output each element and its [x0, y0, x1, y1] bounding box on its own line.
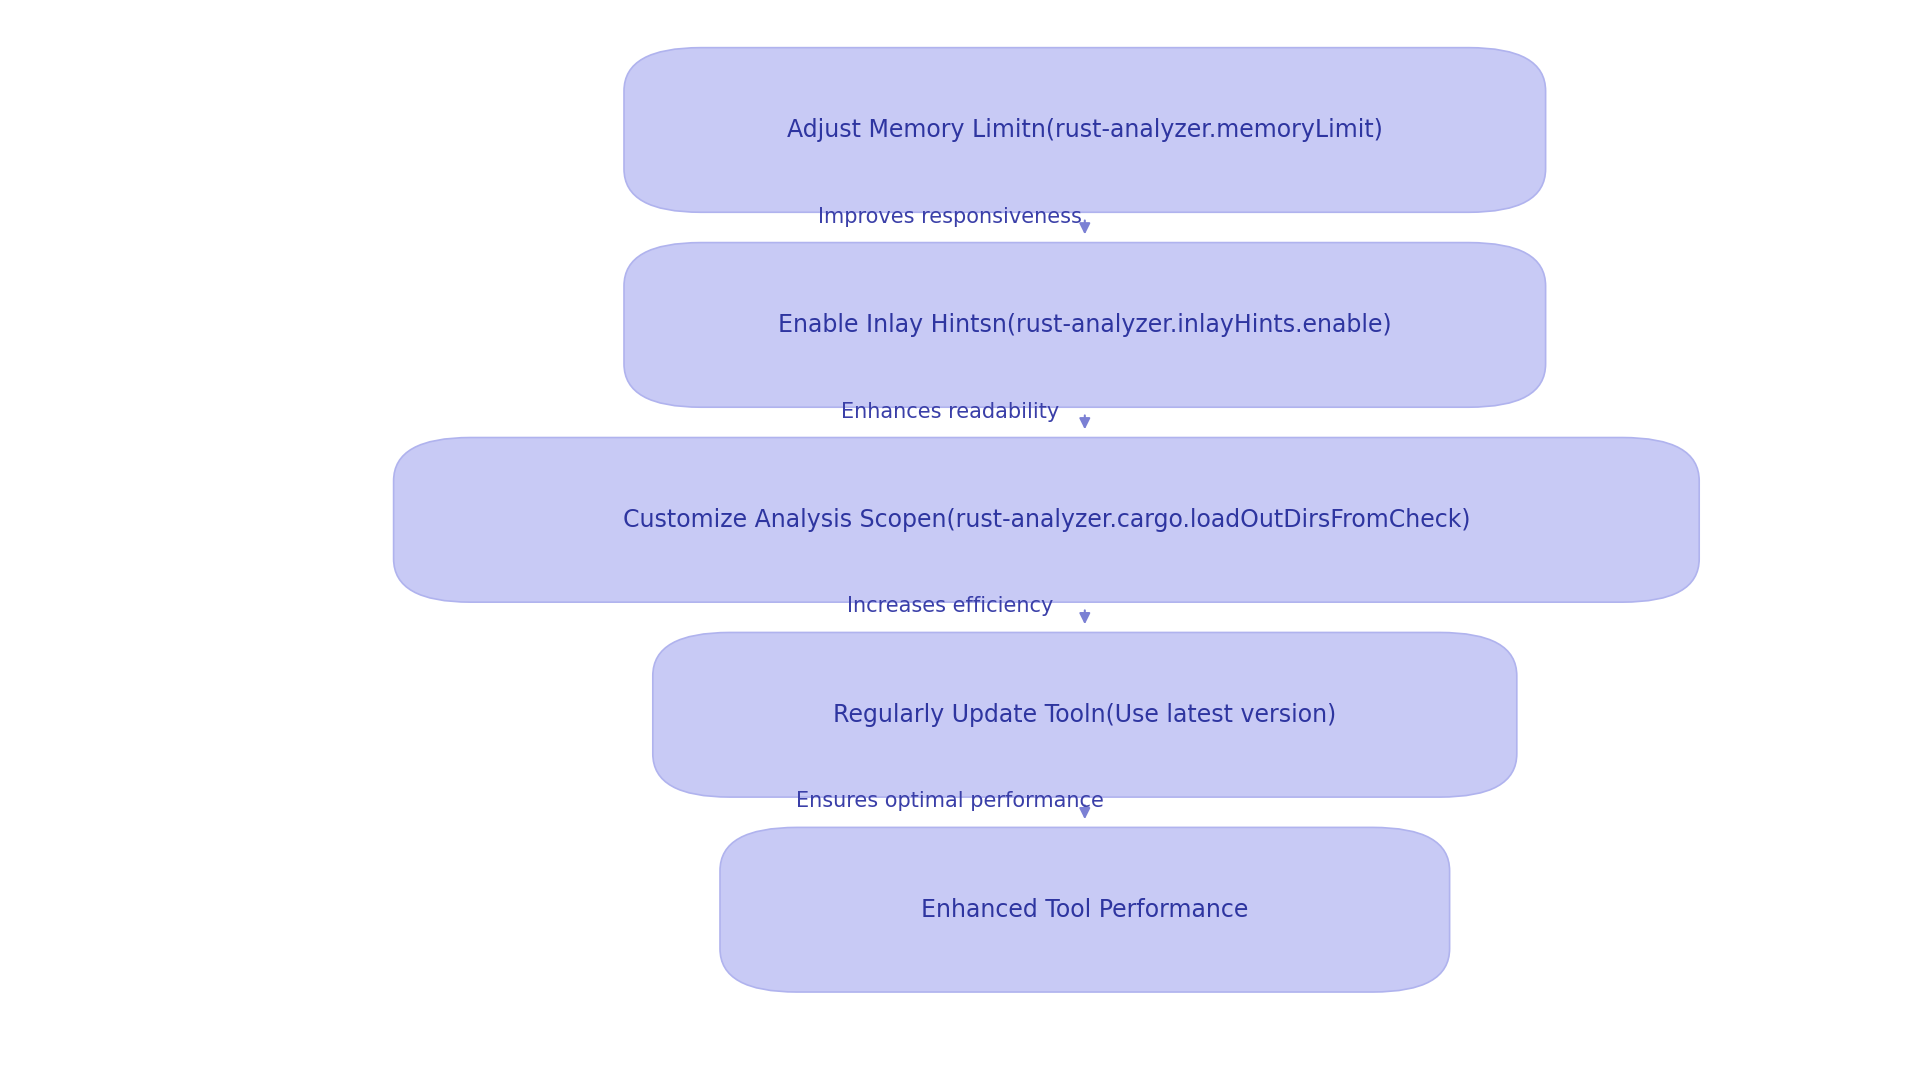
- Text: Increases efficiency: Increases efficiency: [847, 597, 1054, 616]
- FancyBboxPatch shape: [653, 632, 1517, 797]
- FancyBboxPatch shape: [624, 48, 1546, 212]
- Text: Ensures optimal performance: Ensures optimal performance: [797, 792, 1104, 811]
- Text: Improves responsiveness: Improves responsiveness: [818, 207, 1083, 226]
- Text: Customize Analysis Scopen(rust-analyzer.cargo.loadOutDirsFromCheck): Customize Analysis Scopen(rust-analyzer.…: [622, 508, 1471, 532]
- Text: Enable Inlay Hintsn(rust-analyzer.inlayHints.enable): Enable Inlay Hintsn(rust-analyzer.inlayH…: [778, 313, 1392, 337]
- Text: Enhances readability: Enhances readability: [841, 402, 1060, 421]
- Text: Regularly Update Tooln(Use latest version): Regularly Update Tooln(Use latest versio…: [833, 703, 1336, 727]
- FancyBboxPatch shape: [394, 438, 1699, 602]
- FancyBboxPatch shape: [720, 827, 1450, 992]
- FancyBboxPatch shape: [624, 243, 1546, 407]
- Text: Enhanced Tool Performance: Enhanced Tool Performance: [922, 898, 1248, 922]
- Text: Adjust Memory Limitn(rust-analyzer.memoryLimit): Adjust Memory Limitn(rust-analyzer.memor…: [787, 118, 1382, 142]
